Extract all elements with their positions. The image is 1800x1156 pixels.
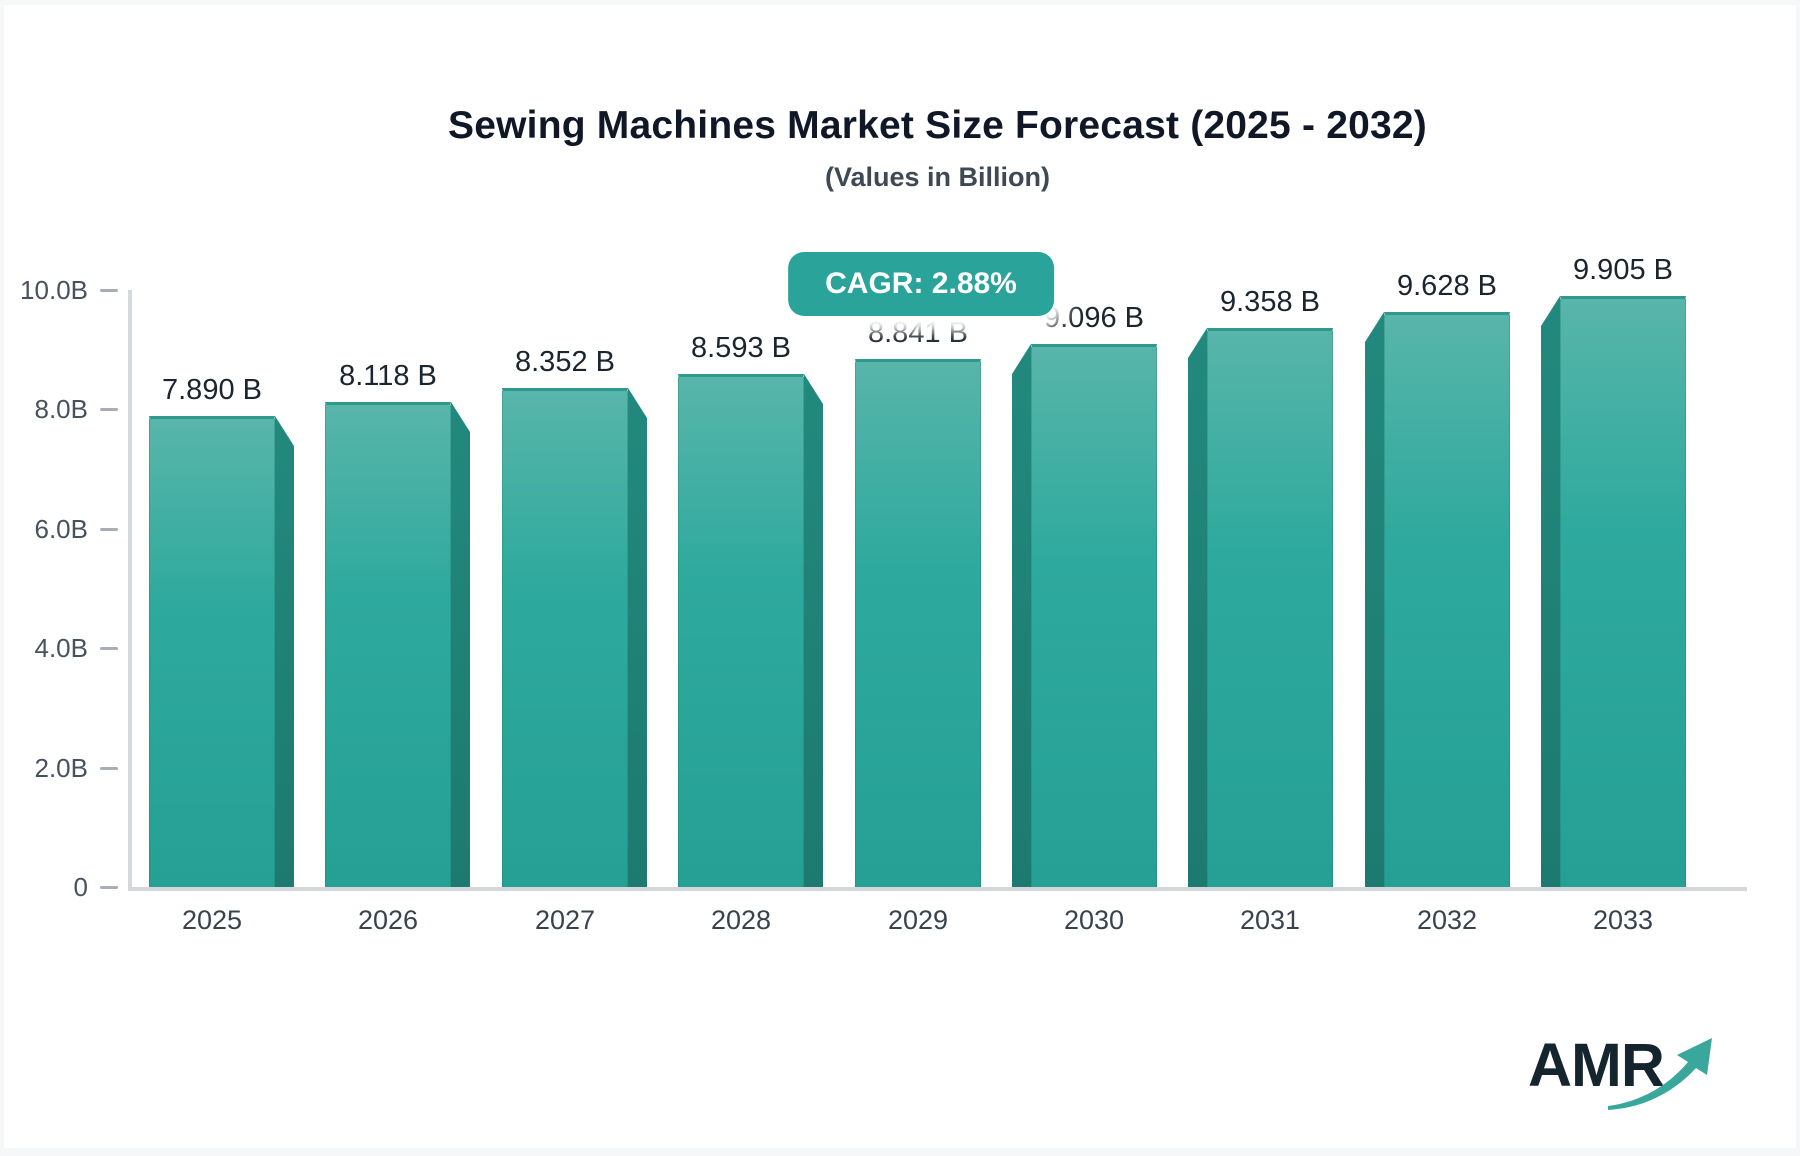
bar-2032 <box>1384 312 1510 887</box>
bar-value-label: 8.593 B <box>691 332 791 364</box>
y-tick-dash <box>100 527 118 531</box>
bar-2028 <box>678 374 804 887</box>
bar-side-2028 <box>804 374 823 887</box>
y-tick-dash <box>100 886 118 889</box>
bar-side-2026 <box>451 402 470 887</box>
bar-2033 <box>1560 296 1686 887</box>
amr-logo-text: AMR <box>1528 1031 1665 1099</box>
bar-2030 <box>1031 344 1157 887</box>
x-axis-label: 2026 <box>357 905 419 935</box>
bar-value-label: 7.890 B <box>162 374 262 406</box>
y-tick-dash <box>100 289 118 292</box>
y-tick-dash <box>100 766 118 770</box>
y-tick-dash <box>100 647 118 651</box>
y-tick-label: 2.0B <box>34 752 89 783</box>
bar-value-label: 8.841 B <box>868 317 968 349</box>
x-axis-label: 2032 <box>1416 905 1478 935</box>
bar-2026 <box>325 402 451 887</box>
y-tick-label: 4.0B <box>34 633 89 664</box>
bar-2031 <box>1207 328 1333 887</box>
bar-value-label: 8.118 B <box>339 360 437 392</box>
cagr-badge-label: CAGR: 2.88% <box>825 267 1017 300</box>
bar-value-label: 9.628 B <box>1397 270 1497 302</box>
y-axis-line <box>128 290 132 891</box>
bar-side-2033 <box>1541 296 1560 887</box>
x-axis-baseline <box>128 887 1747 891</box>
x-axis-label: 2025 <box>181 905 243 935</box>
bar-2027 <box>502 388 628 887</box>
y-tick-label: 8.0B <box>34 394 89 425</box>
bar-2025 <box>149 416 275 887</box>
y-tick-label: 0 <box>73 872 88 902</box>
chart-header: Sewing Machines Market Size Forecast (20… <box>128 104 1747 193</box>
bar-value-label: 9.096 B <box>1044 302 1144 334</box>
y-tick-label: 6.0B <box>34 513 89 544</box>
bar-side-2032 <box>1365 312 1384 887</box>
bar-value-label: 9.905 B <box>1573 254 1673 286</box>
x-axis-label: 2030 <box>1063 905 1125 935</box>
bar-value-label: 8.352 B <box>515 346 615 378</box>
bar-side-2031 <box>1188 328 1207 887</box>
x-axis-label: 2027 <box>534 905 596 935</box>
x-axis-label: 2031 <box>1239 905 1301 935</box>
chart-title: Sewing Machines Market Size Forecast (20… <box>448 104 1427 147</box>
x-axis-label: 2033 <box>1592 905 1654 935</box>
y-tick-dash <box>100 408 118 412</box>
bar-value-label: 9.358 B <box>1220 286 1320 318</box>
growth-arrow-icon <box>1608 1038 1712 1110</box>
bar-2029 <box>855 359 981 887</box>
bar-side-2027 <box>628 388 647 887</box>
chart-subtitle: (Values in Billion) <box>824 162 1051 192</box>
bar-side-2025 <box>275 416 294 887</box>
cagr-badge: CAGR: 2.88% <box>788 252 1054 316</box>
x-axis-label: 2028 <box>710 905 772 935</box>
amr-logo: AMR <box>1528 1030 1728 1110</box>
x-axis-label: 2029 <box>887 905 949 935</box>
bar-side-2030 <box>1012 344 1031 887</box>
y-tick-label: 10.0B <box>20 275 88 305</box>
